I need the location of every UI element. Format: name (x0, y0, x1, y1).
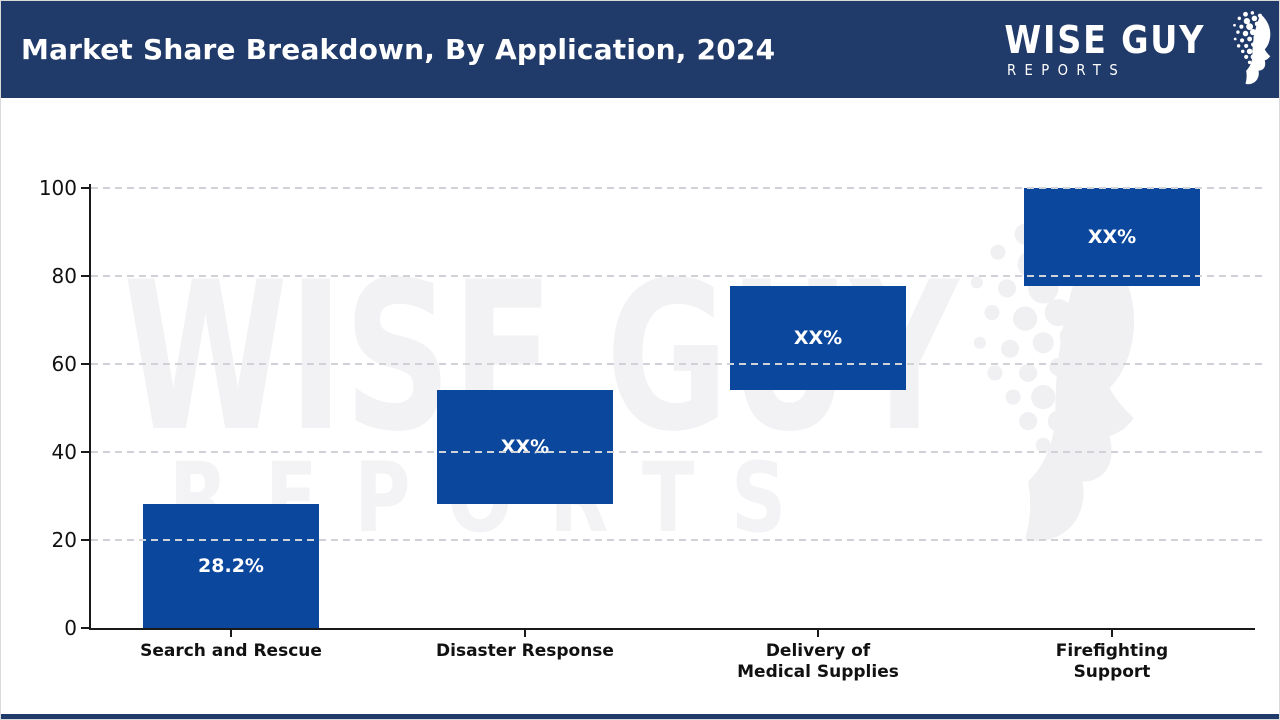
chart-area: WISE GUY REPORTS (1, 98, 1279, 714)
category-label: Firefighting Support (1055, 641, 1169, 683)
y-axis-tick-label: 80 (51, 264, 77, 288)
y-axis-tick-label: 40 (51, 440, 77, 464)
x-axis-tick (817, 630, 819, 637)
footer-bar (1, 714, 1279, 719)
gridline (91, 187, 1265, 189)
waterfall-bar: XX% (1024, 188, 1200, 286)
gridline (91, 539, 1265, 541)
face-dots (1233, 10, 1267, 82)
bar-value-label: XX% (1087, 225, 1137, 248)
x-axis-tick (1111, 630, 1113, 637)
y-axis-tick-label: 60 (51, 352, 77, 376)
logo-wordmark: WISE GUY (1004, 18, 1205, 62)
category-label: Search and Rescue (140, 641, 322, 661)
page-title: Market Share Breakdown, By Application, … (21, 33, 776, 66)
y-axis-tick-label: 100 (38, 176, 77, 200)
bar-value-label: XX% (793, 326, 843, 349)
y-axis-tick (81, 451, 89, 453)
x-axis-tick (524, 630, 526, 637)
y-axis (89, 184, 91, 630)
x-axis (89, 628, 1255, 630)
bar-value-label: 28.2% (198, 554, 264, 577)
logo-subtitle: REPORTS (1006, 61, 1126, 79)
x-axis-tick (230, 630, 232, 637)
y-axis-tick (81, 539, 89, 541)
gridline (91, 363, 1265, 365)
waterfall-bar: 28.2% (143, 503, 319, 628)
y-axis-tick (81, 363, 89, 365)
waterfall-bar: XX% (437, 389, 613, 504)
wise-guy-reports-logo: WISE GUY REPORTS (977, 10, 1273, 90)
bar-value-label: XX% (500, 435, 550, 458)
waterfall-bar: XX% (730, 285, 906, 390)
category-label: Delivery of Medical Supplies (737, 641, 899, 683)
y-axis-tick (81, 187, 89, 189)
category-label: Disaster Response (436, 641, 614, 661)
logo-text: WISE GUY REPORTS (1004, 21, 1205, 78)
y-axis-tick (81, 627, 89, 629)
gridline (91, 275, 1265, 277)
y-axis-tick-label: 20 (51, 528, 77, 552)
header-bar: Market Share Breakdown, By Application, … (1, 1, 1279, 98)
y-axis-tick-label: 0 (64, 616, 77, 640)
y-axis-tick (81, 275, 89, 277)
gridline (91, 451, 1265, 453)
face-profile-icon (1233, 10, 1271, 84)
face-silhouette (1245, 13, 1271, 84)
